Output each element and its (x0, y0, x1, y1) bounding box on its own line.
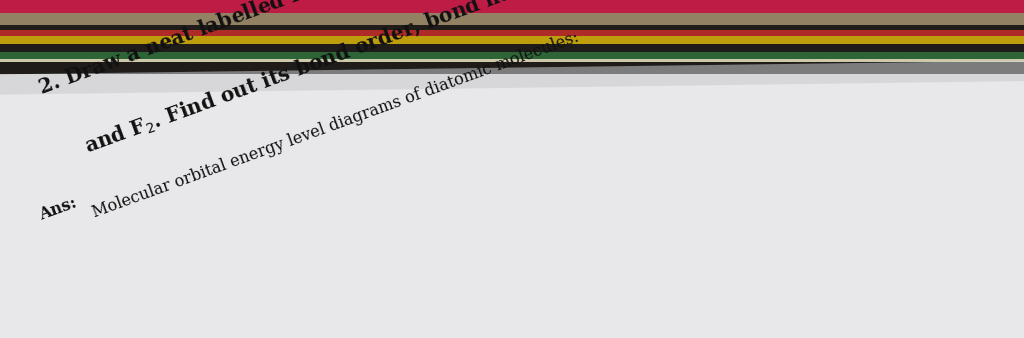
Text: Molecular orbital energy level diagrams of diatomic molecules:: Molecular orbital energy level diagrams … (86, 29, 582, 223)
Polygon shape (0, 0, 1024, 74)
Polygon shape (0, 30, 1024, 36)
Polygon shape (0, 52, 1024, 59)
Polygon shape (0, 61, 1024, 95)
Polygon shape (0, 25, 1024, 30)
Polygon shape (0, 44, 1024, 52)
Text: Ans:: Ans: (37, 194, 79, 223)
Polygon shape (0, 36, 1024, 44)
Text: and F$_2$. Find out its bond order, bond nature and magnetic properties.: and F$_2$. Find out its bond order, bond… (55, 0, 835, 168)
Polygon shape (0, 14, 1024, 25)
Polygon shape (0, 59, 1024, 63)
Polygon shape (0, 0, 1024, 14)
Text: 2. Draw a neat labelled molecular orbital energy level diagram of N$_2$, O$_2$: 2. Draw a neat labelled molecular orbita… (35, 0, 807, 100)
Polygon shape (0, 63, 1024, 74)
